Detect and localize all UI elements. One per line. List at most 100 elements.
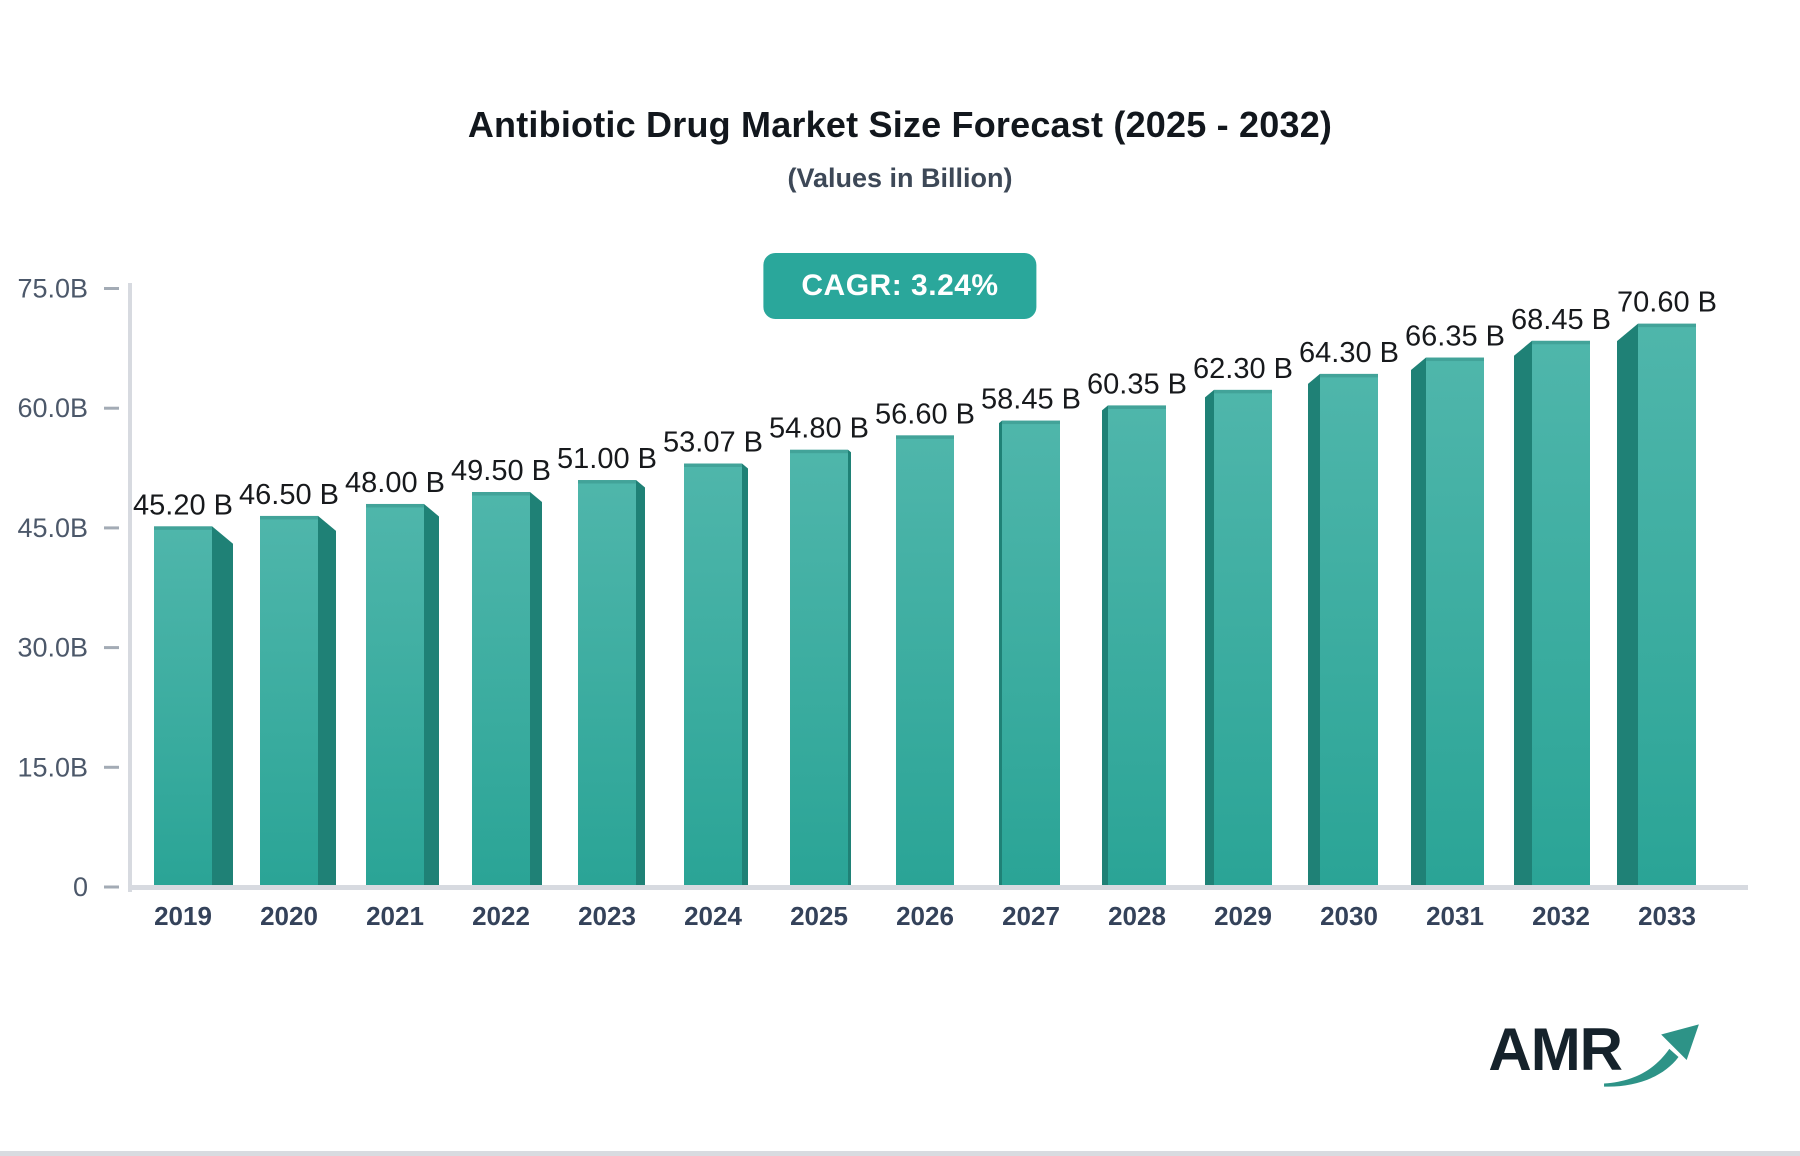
bar-2030 <box>1308 373 1378 887</box>
y-axis-line <box>128 283 132 892</box>
bar-value-label-2023: 51.00 B <box>557 443 657 475</box>
y-axis-label-15: 15.0B <box>17 752 88 782</box>
cagr-badge-label: CAGR: 3.24% <box>801 269 999 302</box>
bar-value-label-2030: 64.30 B <box>1299 337 1399 369</box>
bar-value-label-2033: 70.60 B <box>1617 287 1717 319</box>
bar-value-label-2032: 68.45 B <box>1511 304 1611 336</box>
y-axis-label-75: 75.0B <box>17 274 88 304</box>
bottom-border <box>0 1151 1800 1156</box>
bar-2033 <box>1617 323 1696 887</box>
cagr-badge: CAGR: 3.24% <box>763 253 1037 319</box>
bar-top-edge <box>578 480 636 484</box>
bar-top-edge <box>790 449 848 454</box>
bar-front-face <box>578 480 636 887</box>
bar-top-edge <box>366 503 424 508</box>
x-axis-label-2022: 2022 <box>472 901 530 931</box>
bar-front-face <box>154 526 212 887</box>
bar-top-edge <box>896 435 954 439</box>
bar-2023 <box>578 480 645 887</box>
bar-side-face <box>212 526 233 887</box>
bar-front-face <box>1320 373 1378 887</box>
x-axis-label-2032: 2032 <box>1532 901 1590 931</box>
bar-2031 <box>1411 357 1484 888</box>
bar-2032 <box>1514 340 1590 887</box>
bar-front-face <box>1002 420 1060 887</box>
x-axis-label-2024: 2024 <box>684 901 742 931</box>
x-axis-label-2023: 2023 <box>578 901 636 931</box>
bar-2025 <box>790 449 851 887</box>
bar-side-face <box>1205 389 1214 887</box>
bar-top-edge <box>1214 389 1272 394</box>
growth-arrow-icon <box>1604 1024 1699 1087</box>
bar-front-face <box>472 491 530 887</box>
x-axis-label-2028: 2028 <box>1108 901 1166 931</box>
bar-2020 <box>260 515 336 887</box>
bar-front-face <box>366 503 424 887</box>
bar-side-face <box>1411 357 1426 888</box>
bar-front-face <box>790 449 848 887</box>
bar-value-label-2031: 66.35 B <box>1405 321 1505 353</box>
bar-2026 <box>896 435 954 887</box>
bar-value-label-2019: 45.20 B <box>133 489 233 521</box>
bar-front-face <box>1638 323 1696 887</box>
y-axis-label-60: 60.0B <box>17 393 88 423</box>
y-axis-label-45: 45.0B <box>17 513 88 543</box>
x-axis-label-2025: 2025 <box>790 901 848 931</box>
bar-value-label-2022: 49.50 B <box>451 455 551 487</box>
chart-title: Antibiotic Drug Market Size Forecast (20… <box>467 104 1333 145</box>
bar-top-edge <box>1426 357 1484 362</box>
bar-value-label-2020: 46.50 B <box>239 479 339 511</box>
bar-value-label-2024: 53.07 B <box>663 427 763 459</box>
bar-front-face <box>684 463 742 887</box>
bar-side-face <box>742 463 748 887</box>
bar-top-edge <box>154 526 212 530</box>
bar-front-face <box>1214 389 1272 887</box>
bar-top-edge <box>260 515 318 520</box>
bar-side-face <box>1617 323 1638 887</box>
amr-logo: AMR <box>1488 1020 1704 1092</box>
x-axis-label-2031: 2031 <box>1426 901 1484 931</box>
bar-top-edge <box>1532 340 1590 345</box>
bar-top-edge <box>1002 420 1060 425</box>
bar-value-label-2027: 58.45 B <box>981 384 1081 416</box>
y-axis-label-30: 30.0B <box>17 633 88 663</box>
x-axis-label-2033: 2033 <box>1638 901 1696 931</box>
bar-2028 <box>1102 405 1166 887</box>
bar-2021 <box>366 503 439 887</box>
x-axis-label-2021: 2021 <box>366 901 424 931</box>
bar-side-face <box>1514 340 1532 887</box>
bar-value-label-2029: 62.30 B <box>1193 353 1293 385</box>
x-axis-label-2029: 2029 <box>1214 901 1272 931</box>
bar-front-face <box>896 435 954 887</box>
bar-top-edge <box>472 491 530 496</box>
bar-side-face <box>636 480 645 887</box>
bar-2024 <box>684 463 748 887</box>
bar-top-edge <box>1320 373 1378 378</box>
bar-side-face <box>999 420 1002 887</box>
bar-2029 <box>1205 389 1272 887</box>
bar-top-edge <box>1108 405 1166 409</box>
bar-front-face <box>1532 340 1590 887</box>
bar-value-label-2028: 60.35 B <box>1087 368 1187 400</box>
x-axis-label-2027: 2027 <box>1002 901 1060 931</box>
bar-side-face <box>530 491 542 887</box>
bar-side-face <box>848 449 851 887</box>
bar-value-label-2021: 48.00 B <box>345 467 445 499</box>
bar-2019 <box>154 526 233 887</box>
bar-front-face <box>260 515 318 887</box>
bar-top-edge <box>1638 323 1696 328</box>
bar-side-face <box>424 503 439 887</box>
bar-top-edge <box>684 463 742 468</box>
x-axis-label-2020: 2020 <box>260 901 318 931</box>
y-axis-label-0: 0 <box>73 872 88 902</box>
x-axis-label-2019: 2019 <box>154 901 212 931</box>
x-axis-label-2026: 2026 <box>896 901 954 931</box>
bar-2022 <box>472 491 542 887</box>
bar-front-face <box>1108 405 1166 887</box>
bar-side-face <box>1102 405 1108 887</box>
bar-2027 <box>999 420 1060 887</box>
bar-value-label-2026: 56.60 B <box>875 398 975 430</box>
x-axis-label-2030: 2030 <box>1320 901 1378 931</box>
